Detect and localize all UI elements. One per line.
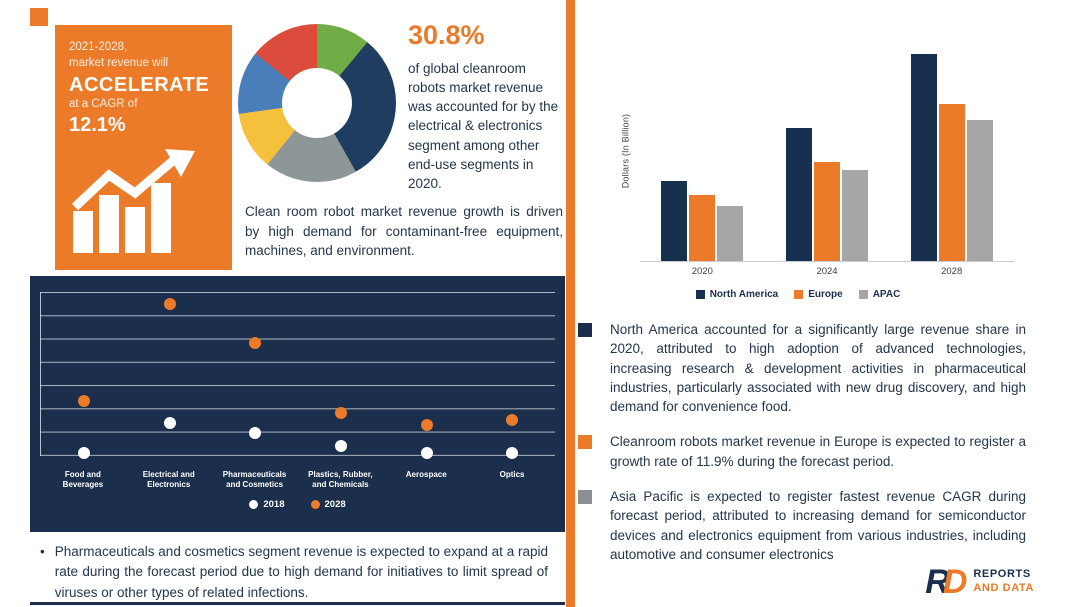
bar-apac-2024 — [842, 169, 868, 261]
dot-2018 — [334, 439, 347, 452]
bullet-square-icon — [578, 323, 592, 337]
dot-plot-column — [469, 292, 555, 459]
dot-2018 — [77, 446, 90, 459]
bar-north-america-2028 — [910, 53, 937, 261]
end-use-donut — [238, 24, 396, 182]
bar-legend-item-europe: Europe — [794, 289, 843, 300]
bar-apac-2020 — [717, 205, 744, 261]
segment-chart-panel: Food and Beverages Electrical and Electro… — [30, 276, 565, 532]
legend-swatch-icon — [695, 290, 705, 299]
bar-europe-2020 — [689, 194, 716, 261]
stat-value: 30.8% — [408, 20, 485, 50]
dot-plot-category-label: Food and Beverages — [62, 470, 104, 490]
bar-legend-item-north-america: North America — [695, 289, 778, 300]
reports-and-data-logo: RD REPORTS AND DATA — [925, 565, 1034, 599]
dot-plot-category-label: Pharmaceuticals and Cosmetics — [222, 470, 287, 490]
dot-2028 — [77, 394, 90, 407]
dot-2018 — [506, 446, 519, 459]
bar-cluster — [661, 40, 744, 261]
logo-mark: RD — [925, 565, 967, 599]
bar-legend-item-apac: APAC — [858, 289, 900, 300]
accelerate-line2: market revenue will — [69, 56, 169, 69]
dot-plot-column — [127, 292, 213, 456]
logo-line1: REPORTS — [973, 568, 1031, 581]
legend-dot-icon — [310, 499, 320, 509]
dot-2028 — [506, 414, 519, 427]
accelerate-callout: 2021-2028, market revenue will ACCELERATE… — [55, 25, 232, 270]
x-tick-label: 2024 — [816, 266, 838, 277]
section-divider — [566, 0, 575, 607]
bar-group-2020: 2020 — [640, 40, 765, 277]
dot-plot-column — [298, 292, 384, 456]
dot-plot-column — [41, 292, 127, 459]
region-bullets: North America accounted for a significan… — [578, 320, 1026, 580]
bar-cluster — [910, 40, 993, 261]
region-bullet-text: Cleanroom robots market revenue in Europ… — [610, 434, 1026, 469]
bottom-rule — [30, 602, 565, 605]
logo-d: D — [942, 563, 968, 601]
accelerate-word: ACCELERATE — [69, 74, 210, 97]
dot-2028 — [420, 419, 433, 432]
region-bullet: Asia Pacific is expected to register fas… — [578, 487, 1026, 564]
bullet-marker: • — [40, 544, 45, 559]
dot-plot-category-label: Aerospace — [405, 470, 447, 479]
pharma-bullet-text: Pharmaceuticals and cosmetics segment re… — [54, 544, 548, 600]
dot-plot-category-label: Plastics, Rubber, and Chemicals — [308, 470, 373, 490]
bullet-square-icon — [578, 490, 592, 505]
dot-2018 — [249, 427, 262, 440]
bar-plot: 2020 2024 2028 — [640, 40, 1014, 277]
growth-arrow-icon — [71, 148, 195, 253]
dot-plot-labels: Food and Beverages Electrical and Electro… — [40, 470, 555, 491]
region-bullet-text: Asia Pacific is expected to register fas… — [610, 489, 1026, 562]
region-bullet: North America accounted for a significan… — [578, 320, 1026, 416]
dot-plot-legend: 2018 2028 — [40, 499, 555, 510]
dot-2018 — [420, 446, 433, 459]
region-bullet-text: North America accounted for a significan… — [610, 322, 1026, 415]
decor-corner-square — [30, 8, 48, 26]
legend-dot-icon — [249, 499, 259, 509]
growth-paragraph: Clean room robot market revenue growth i… — [245, 204, 563, 259]
x-tick-label: 2028 — [941, 266, 963, 277]
bar-cluster — [786, 40, 868, 261]
legend-swatch-icon — [794, 290, 804, 299]
accelerate-line1: 2021-2028, — [69, 41, 128, 53]
dot-plot-legend-item-2028: 2028 — [310, 499, 346, 510]
bullet-square-icon — [578, 435, 592, 450]
donut-stat: 30.8% of global cleanroom robots market … — [408, 20, 564, 193]
logo-r: R — [925, 563, 950, 601]
dot-plot — [40, 292, 555, 459]
dot-2028 — [334, 406, 347, 419]
bar-group-2024: 2024 — [765, 40, 890, 277]
logo-line2: AND DATA — [973, 582, 1034, 594]
pharma-bullet: • Pharmaceuticals and cosmetics segment … — [40, 542, 548, 603]
x-tick-label: 2020 — [691, 266, 713, 277]
dot-2028 — [249, 337, 262, 350]
y-axis-label-text: Dollars (In Billion) — [620, 113, 630, 189]
bar-europe-2024 — [814, 161, 840, 261]
dot-plot-category-label: Optics — [499, 470, 525, 479]
dot-2018 — [163, 417, 176, 430]
dot-plot-category-label: Electrical and Electronics — [142, 470, 195, 490]
bar-legend: North America Europe APAC — [578, 289, 1018, 300]
bar-europe-2028 — [938, 103, 965, 261]
logo-text: REPORTS AND DATA — [973, 568, 1034, 596]
stat-description: of global cleanroom robots market revenu… — [408, 61, 559, 191]
y-axis-label: Dollars (In Billion) — [612, 40, 638, 262]
legend-swatch-icon — [858, 290, 868, 299]
dot-plot-column — [384, 292, 470, 459]
dot-2028 — [163, 298, 176, 311]
regional-bar-chart: Dollars (In Billion) 2020 2024 2028 — [612, 40, 1014, 290]
bar-apac-2028 — [966, 120, 993, 261]
dot-plot-columns — [41, 292, 555, 459]
bar-group-2028: 2028 — [889, 40, 1014, 277]
dot-plot-legend-item-2018: 2018 — [249, 499, 285, 510]
bar-north-america-2024 — [786, 128, 812, 261]
region-bullet: Cleanroom robots market revenue in Europ… — [578, 432, 1026, 471]
cagr-label: at a CAGR of — [69, 98, 138, 111]
bar-north-america-2020 — [661, 180, 688, 261]
cagr-value: 12.1% — [69, 113, 126, 136]
dot-plot-column — [212, 292, 298, 456]
accelerate-intro: 2021-2028, market revenue will — [69, 40, 218, 71]
